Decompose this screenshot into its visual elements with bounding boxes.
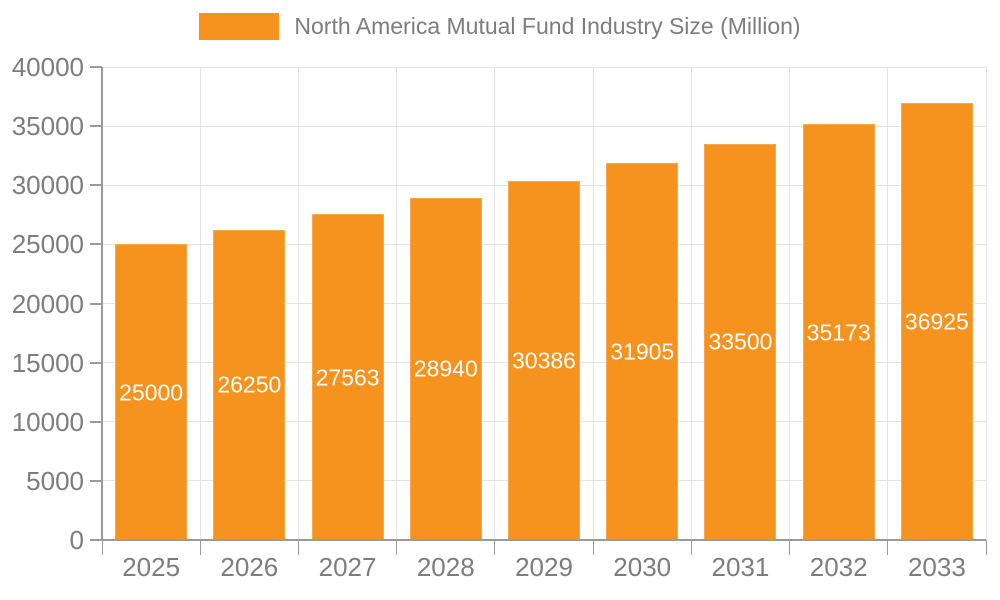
h-gridline xyxy=(102,125,986,127)
y-tick-label: 30000 xyxy=(11,170,84,201)
bar-value-label: 36925 xyxy=(904,308,969,335)
y-axis-tick xyxy=(90,302,102,305)
y-axis-line xyxy=(101,67,103,540)
x-axis-tick xyxy=(494,540,496,555)
bar-value-label: 33500 xyxy=(708,328,773,355)
x-axis-tick xyxy=(985,540,987,555)
x-tick-label: 2027 xyxy=(318,552,377,582)
bar-2031[interactable]: 33500 xyxy=(704,143,777,540)
y-tick-label: 40000 xyxy=(11,52,84,82)
x-tick-label: 2033 xyxy=(907,552,966,582)
bar-value-label: 35173 xyxy=(806,319,871,346)
x-axis-tick xyxy=(396,540,398,555)
bar-value-label: 30386 xyxy=(512,347,576,374)
y-axis-tick xyxy=(90,539,102,541)
x-tick-label: 2031 xyxy=(711,552,770,582)
x-axis-tick xyxy=(101,540,103,555)
bar-2026[interactable]: 26250 xyxy=(213,229,286,540)
bar-value-label: 31905 xyxy=(610,338,675,365)
bar-2025[interactable]: 25000 xyxy=(115,244,188,540)
y-tick-label: 5000 xyxy=(26,465,84,496)
bar-2028[interactable]: 28940 xyxy=(409,197,482,540)
y-tick-label: 10000 xyxy=(11,406,84,437)
v-gridline xyxy=(396,67,398,540)
x-tick-label: 2025 xyxy=(122,552,181,582)
y-axis-tick xyxy=(90,125,102,128)
legend-label: North America Mutual Fund Industry Size … xyxy=(294,13,801,39)
v-gridline xyxy=(985,67,987,540)
bar-value-label: 25000 xyxy=(119,379,184,406)
x-tick-label: 2029 xyxy=(515,552,573,582)
bar-2029[interactable]: 30386 xyxy=(508,180,580,540)
bar-2033[interactable]: 36925 xyxy=(900,103,973,540)
y-axis-tick xyxy=(90,420,102,423)
y-axis-tick xyxy=(90,361,102,364)
x-axis-tick xyxy=(887,540,889,555)
legend-marker-icon xyxy=(199,13,280,40)
y-tick-label: 0 xyxy=(69,525,84,555)
v-gridline xyxy=(690,67,692,540)
y-axis-tick xyxy=(90,479,102,482)
v-gridline xyxy=(887,67,889,540)
x-tick-label: 2032 xyxy=(809,552,868,582)
y-tick-label: 20000 xyxy=(11,288,84,319)
bar-2030[interactable]: 31905 xyxy=(606,162,679,540)
y-tick-label: 25000 xyxy=(11,229,84,260)
y-axis-tick xyxy=(90,243,102,246)
x-tick-label: 2026 xyxy=(220,552,279,582)
y-axis-tick xyxy=(90,184,102,187)
y-tick-label: 15000 xyxy=(11,347,84,378)
v-gridline xyxy=(494,67,496,540)
x-tick-label: 2030 xyxy=(613,552,672,582)
bar-2032[interactable]: 35173 xyxy=(802,124,875,540)
y-tick-label: 35000 xyxy=(11,111,84,142)
x-axis-line xyxy=(90,539,986,541)
x-axis-tick xyxy=(199,540,201,555)
bar-value-label: 26250 xyxy=(217,371,282,398)
bar-2027[interactable]: 27563 xyxy=(311,214,384,540)
plot-area: 25000 26250 27563 28940 30386 31905 33500 35173… xyxy=(12,54,987,580)
x-tick-label: 2028 xyxy=(416,552,475,582)
y-axis-tick xyxy=(90,66,102,68)
v-gridline xyxy=(592,67,594,540)
h-gridline xyxy=(102,66,986,68)
v-gridline xyxy=(789,67,791,540)
v-gridline xyxy=(199,67,201,540)
legend[interactable]: North America Mutual Fund Industry Size … xyxy=(0,13,1000,40)
bar-value-label: 27563 xyxy=(315,364,380,391)
x-axis-tick xyxy=(297,540,299,555)
x-axis-tick xyxy=(789,540,791,555)
x-axis-tick xyxy=(690,540,692,555)
v-gridline xyxy=(297,67,299,540)
x-axis-tick xyxy=(592,540,594,555)
bar-value-label: 28940 xyxy=(413,355,478,382)
